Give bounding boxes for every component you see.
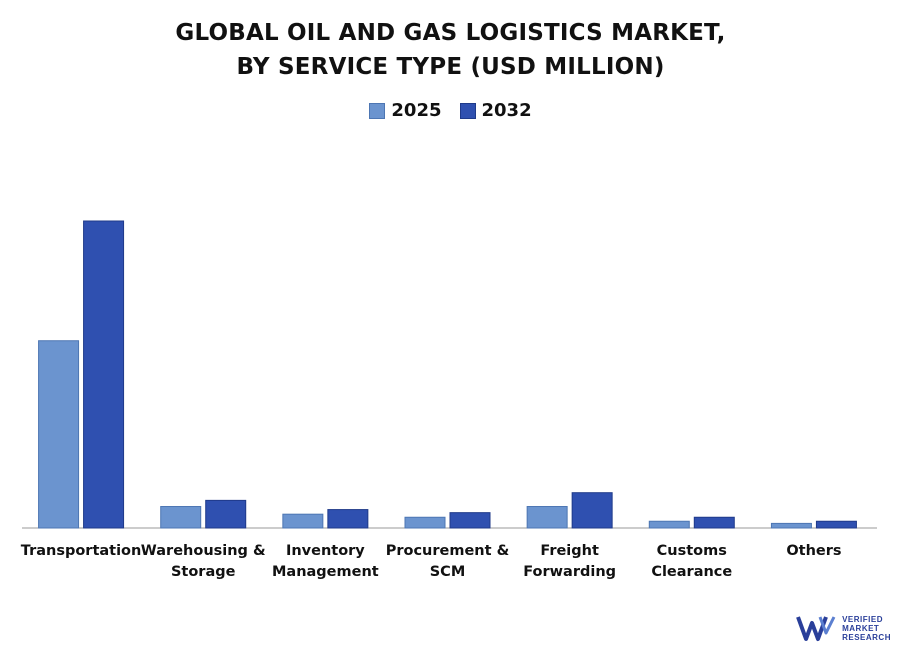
bar-2025-0 <box>38 340 80 529</box>
x-tick-label-4-line-0: Freight <box>540 543 599 559</box>
legend-item-2025: 2025 <box>369 100 442 121</box>
x-tick-label-2: Inventory Management <box>272 543 379 580</box>
bar-2032-2 <box>327 509 369 529</box>
legend-item-2032: 2032 <box>459 100 532 121</box>
brand-logo-text: VERIFIED MARKET RESEARCH <box>842 615 891 642</box>
x-tick-label-3-line-1: SCM <box>430 564 466 580</box>
x-tick-label-5-line-0: Customs <box>657 543 727 559</box>
brand-logo-line-3: RESEARCH <box>842 632 891 642</box>
brand-logo: VERIFIED MARKET RESEARCH <box>796 613 891 643</box>
legend-swatch-2032 <box>459 102 476 119</box>
x-tick-label-2-line-0: Inventory <box>286 543 365 559</box>
x-tick-label-5-line-1: Clearance <box>651 564 732 580</box>
x-tick-label-4-line-1: Forwarding <box>523 564 616 580</box>
brand-logo-line-2: MARKET <box>842 623 880 633</box>
chart-legend: 2025 2032 <box>0 100 901 121</box>
x-tick-label-1-line-1: Storage <box>171 564 236 580</box>
bar-2025-6 <box>770 522 812 529</box>
bar-2032-5 <box>693 516 735 529</box>
x-tick-label-3-line-0: Procurement & <box>386 543 510 559</box>
bar-2032-1 <box>205 499 247 529</box>
x-tick-label-6-line-0: Others <box>786 543 841 559</box>
bar-2032-6 <box>815 520 857 529</box>
x-tick-label-4: Freight Forwarding <box>523 543 616 580</box>
x-tick-label-5: Customs Clearance <box>651 543 732 580</box>
bar-2032-3 <box>449 512 491 529</box>
bar-2025-1 <box>160 506 202 529</box>
chart-title-line-2: BY SERVICE TYPE (USD MILLION) <box>236 54 665 80</box>
x-tick-label-2-line-1: Management <box>272 564 379 580</box>
legend-swatch-2025 <box>369 102 386 119</box>
bar-2032-0 <box>83 220 125 529</box>
x-tick-label-6: Others <box>786 543 841 559</box>
bar-2032-4 <box>571 492 613 529</box>
chart-title: GLOBAL OIL AND GAS LOGISTICS MARKET, BY … <box>0 16 901 84</box>
x-tick-label-1-line-0: Warehousing & <box>141 543 266 559</box>
bar-2025-5 <box>648 520 690 529</box>
chart-title-line-1: GLOBAL OIL AND GAS LOGISTICS MARKET, <box>175 20 726 46</box>
vmr-logo-icon <box>796 616 836 641</box>
bar-2025-3 <box>404 516 446 529</box>
legend-label-2032: 2032 <box>481 100 532 121</box>
x-tick-label-0: Transportation <box>21 543 142 559</box>
x-tick-label-1: Warehousing & Storage <box>141 543 266 580</box>
legend-label-2025: 2025 <box>391 100 442 121</box>
bar-2025-4 <box>526 506 568 529</box>
bar-2025-2 <box>282 513 324 529</box>
brand-logo-line-1: VERIFIED <box>842 614 883 624</box>
x-tick-label-3: Procurement & SCM <box>386 543 510 580</box>
x-tick-label-0-line-0: Transportation <box>21 543 142 559</box>
